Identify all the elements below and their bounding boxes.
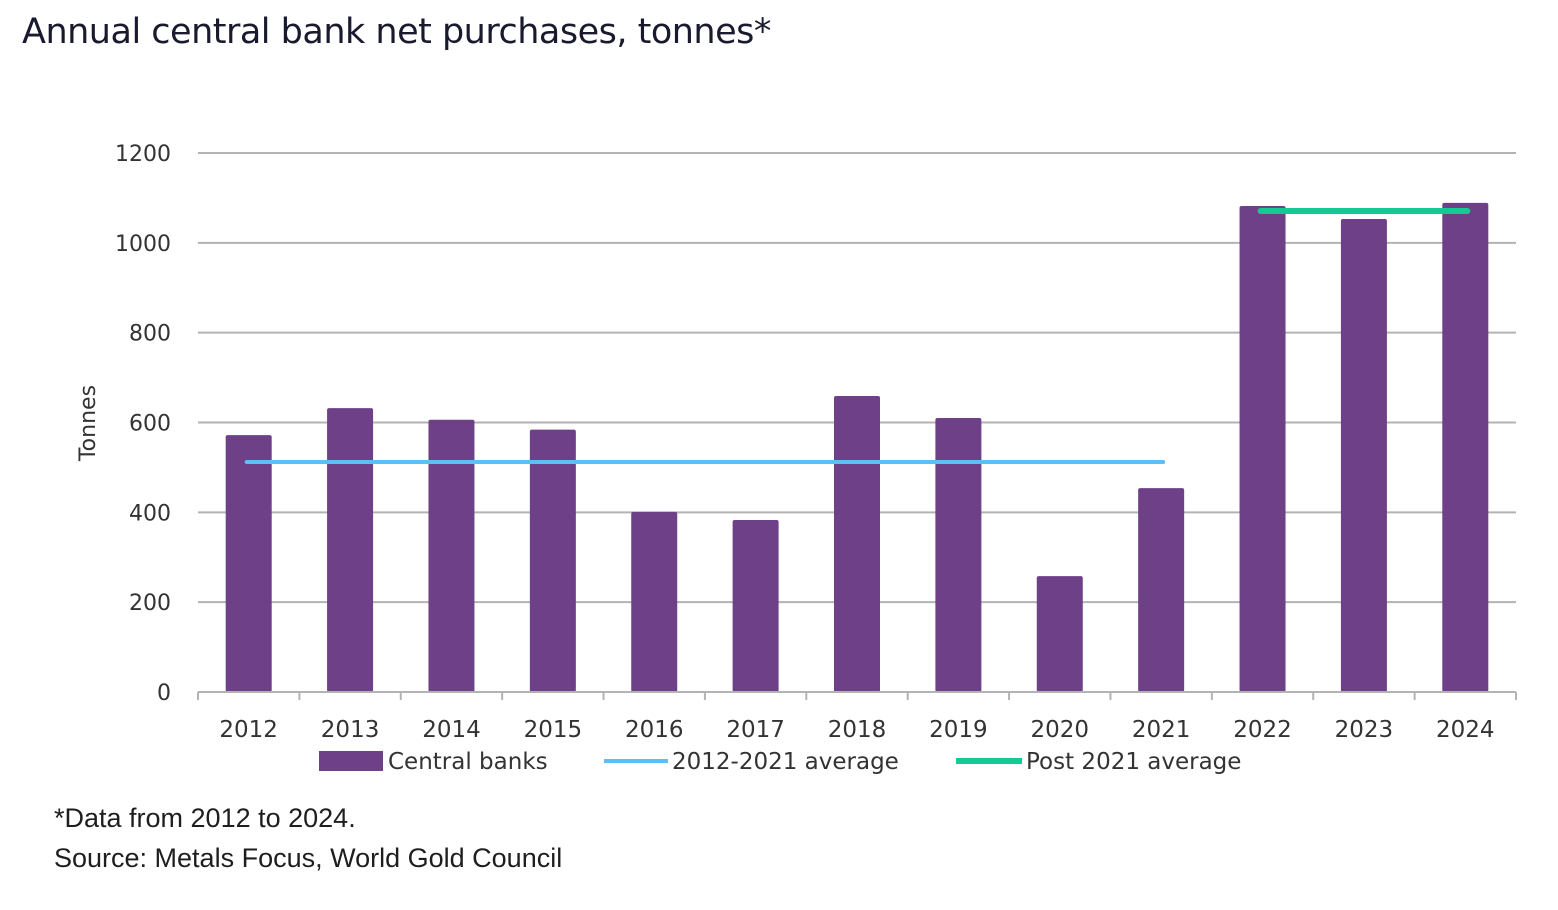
legend-label-post-2021-average: Post 2021 average <box>1026 749 1241 775</box>
bar-2014 <box>428 419 475 692</box>
y-axis-label: Tonnes <box>76 385 101 462</box>
chart-title: Annual central bank net purchases, tonne… <box>22 12 771 52</box>
bars <box>225 202 1489 693</box>
x-tick-label: 2016 <box>625 717 684 743</box>
bar-2018 <box>834 395 880 692</box>
y-tick-label: 400 <box>129 501 171 526</box>
x-tick-label: 2020 <box>1030 717 1089 743</box>
y-tick-label: 0 <box>157 681 171 706</box>
bar-2023 <box>1340 219 1387 692</box>
bar-2013 <box>327 408 374 692</box>
x-tick-label: 2017 <box>726 717 785 743</box>
y-tick-label: 800 <box>129 322 171 347</box>
x-tick-label: 2018 <box>828 717 887 743</box>
bar-2012 <box>225 435 272 692</box>
legend-label-2012-2021-average: 2012-2021 average <box>672 749 899 775</box>
source-note: Source: Metals Focus, World Gold Council <box>54 843 563 873</box>
x-tick-label: 2023 <box>1335 717 1394 743</box>
legend-swatch-central-banks <box>319 751 383 771</box>
bar-2015 <box>529 429 576 692</box>
x-tick-label: 2024 <box>1436 717 1495 743</box>
y-tick-label: 1200 <box>115 142 171 167</box>
bar-2017 <box>732 519 779 692</box>
x-tick-label: 2019 <box>929 717 988 743</box>
x-tick-label: 2021 <box>1132 717 1191 743</box>
chart-area: 0 200 400 600 800 1000 1200 Tonnes 2012 2013 201… <box>0 100 1558 800</box>
x-tick-label: 2022 <box>1233 717 1292 743</box>
bar-2024 <box>1442 202 1489 693</box>
y-tick-label: 200 <box>129 591 171 616</box>
average-lines <box>244 207 1471 465</box>
bar-2019 <box>935 418 982 692</box>
x-tick-label: 2012 <box>219 717 278 743</box>
legend-label-central-banks: Central banks <box>388 749 548 775</box>
x-axis <box>197 691 1517 700</box>
bar-2022 <box>1239 206 1286 693</box>
legend: Central banks 2012-2021 average Post 202… <box>319 749 1241 775</box>
bar-2021 <box>1138 488 1185 692</box>
bar-2016 <box>631 511 678 692</box>
y-tick-label: 600 <box>129 412 171 437</box>
data-range-note: *Data from 2012 to 2024. <box>54 803 356 833</box>
y-tick-labels: 0 200 400 600 800 1000 1200 <box>115 142 171 706</box>
x-tick-label: 2014 <box>422 717 481 743</box>
x-tick-labels: 2012 2013 2014 2015 2016 2017 2018 2019 2020 2021… <box>219 717 1494 743</box>
x-tick-label: 2015 <box>524 717 583 743</box>
x-tick-label: 2013 <box>321 717 380 743</box>
chart-notes: *Data from 2012 to 2024. Source: Metals … <box>54 798 562 878</box>
bar-2020 <box>1036 576 1083 692</box>
y-tick-label: 1000 <box>115 232 171 257</box>
